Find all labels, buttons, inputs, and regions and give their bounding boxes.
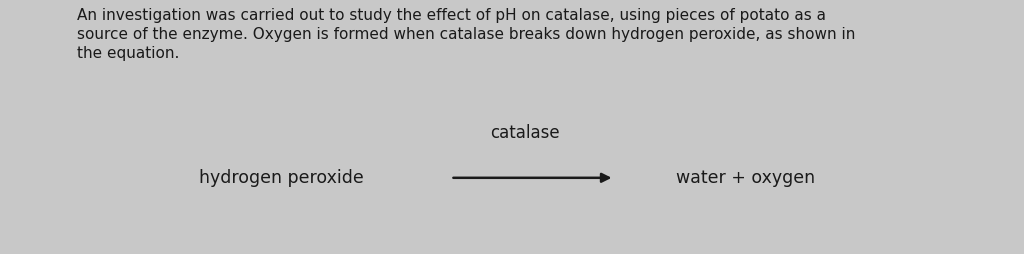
Text: An investigation was carried out to study the effect of pH on catalase, using pi: An investigation was carried out to stud…: [77, 8, 855, 61]
Text: catalase: catalase: [490, 124, 560, 142]
Text: water + oxygen: water + oxygen: [676, 169, 815, 187]
Text: hydrogen peroxide: hydrogen peroxide: [199, 169, 364, 187]
